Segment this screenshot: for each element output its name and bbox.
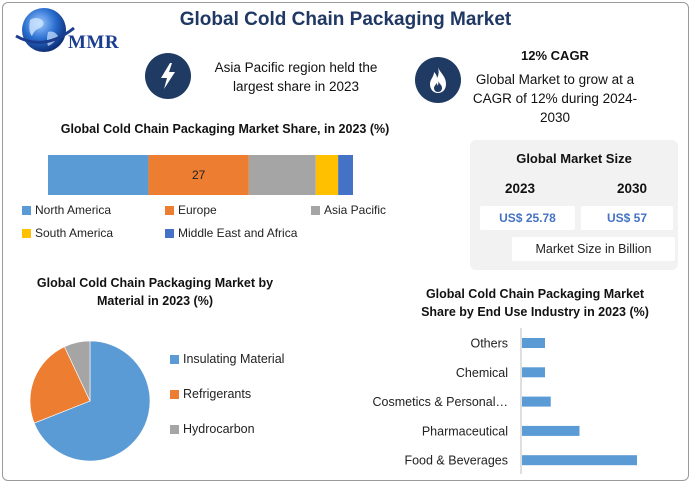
pie-slice-2 <box>64 340 91 402</box>
legend-label: South America <box>35 226 114 240</box>
end-use-bar-chart: Others Chemical Cosmetics & Personal… Pharm… <box>373 328 637 474</box>
bar-category-label: Food & Beverages <box>404 454 508 468</box>
material-title-line-1: Global Cold Chain Packaging Market by <box>36 276 274 290</box>
cagr-heading: 12% CAGR <box>521 48 589 63</box>
legend-insulating-material: Insulating Material <box>170 352 284 366</box>
bar-0 <box>522 338 545 348</box>
stacked-segment-label: 27 <box>192 168 206 182</box>
region-share-stacked-bar: 27 <box>48 155 353 195</box>
end-use-chart-title: Global Cold Chain Packaging Market Share… <box>385 285 685 321</box>
bar-category-label: Cosmetics & Personal… <box>373 395 508 409</box>
stacked-segment-1 <box>148 155 249 195</box>
legend-north-america: North America <box>22 203 111 217</box>
legend-swatch <box>311 205 320 215</box>
stacked-segment-2 <box>248 155 316 195</box>
pie-slice-1 <box>29 346 91 424</box>
lightning-icon <box>145 53 191 99</box>
share-chart-title: Global Cold Chain Packaging Market Share… <box>60 122 390 136</box>
logo-text: MMR <box>68 32 120 53</box>
bar-category-label: Pharmaceutical <box>422 424 508 438</box>
legend-hydrocarbon: Hydrocarbon <box>170 422 255 436</box>
material-title-line-2: Material in 2023 (%) <box>96 294 213 308</box>
highlight-asia-pacific: Asia Pacific region held the largest sha… <box>196 58 396 96</box>
end-use-title-line-2: Share by End Use Industry in 2023 (%) <box>421 305 649 319</box>
material-pie-chart <box>29 340 151 462</box>
mmr-logo <box>10 6 145 58</box>
globe-icon <box>15 8 75 52</box>
stacked-segment-0 <box>48 155 149 195</box>
legend-label: Middle East and Africa <box>178 226 298 240</box>
bar-category-label: Others <box>470 337 508 351</box>
legend-swatch <box>165 205 174 215</box>
legend-label: Insulating Material <box>183 352 285 366</box>
highlight-line-2: largest share in 2023 <box>232 79 360 94</box>
legend-label: Refrigerants <box>183 387 252 401</box>
stacked-segment-3 <box>315 155 339 195</box>
bar-2 <box>522 396 551 407</box>
legend-swatch <box>165 228 174 238</box>
market-size-unit-note: Market Size in Billion <box>512 237 675 261</box>
value-2023: US$ 25.78 <box>480 206 575 230</box>
stacked-segment-4 <box>338 155 353 195</box>
bar-4 <box>522 455 637 466</box>
legend-south-america: South America <box>22 226 113 240</box>
legend-asia-pacific: Asia Pacific <box>311 203 386 217</box>
market-size-title: Global Market Size <box>516 151 632 166</box>
value-2030: US$ 57 <box>581 206 673 230</box>
legend-refrigerants: Refrigerants <box>170 387 251 401</box>
legend-swatch <box>170 389 179 399</box>
year-2030: 2030 <box>616 181 648 196</box>
page-title: Global Cold Chain Packaging Market <box>179 9 512 30</box>
legend-swatch <box>22 205 31 215</box>
legend-label: Asia Pacific <box>324 203 387 217</box>
legend-label: North America <box>35 203 112 217</box>
legend-swatch <box>170 354 179 364</box>
bar-3 <box>522 425 580 436</box>
legend-label: Hydrocarbon <box>183 422 255 436</box>
highlight-cagr: Global Market to grow at a CAGR of 12% d… <box>460 70 650 127</box>
cagr-line-2: CAGR of 12% during 2024-2030 <box>472 91 638 125</box>
material-chart-title: Global Cold Chain Packaging Market by Ma… <box>20 274 290 310</box>
pie-slice-0 <box>33 340 151 462</box>
bar-1 <box>522 367 545 378</box>
legend-europe: Europe <box>165 203 217 217</box>
end-use-title-line-1: Global Cold Chain Packaging Market <box>425 287 645 301</box>
legend-middle-east-africa: Middle East and Africa <box>165 226 297 240</box>
bar-category-label: Chemical <box>456 366 508 380</box>
legend-swatch <box>170 424 179 434</box>
legend-swatch <box>22 228 31 238</box>
cagr-line-1: Global Market to grow at a <box>475 72 635 87</box>
flame-icon <box>415 57 461 103</box>
legend-label: Europe <box>178 203 217 217</box>
year-2023: 2023 <box>504 181 536 196</box>
highlight-line-1: Asia Pacific region held the <box>214 60 378 75</box>
